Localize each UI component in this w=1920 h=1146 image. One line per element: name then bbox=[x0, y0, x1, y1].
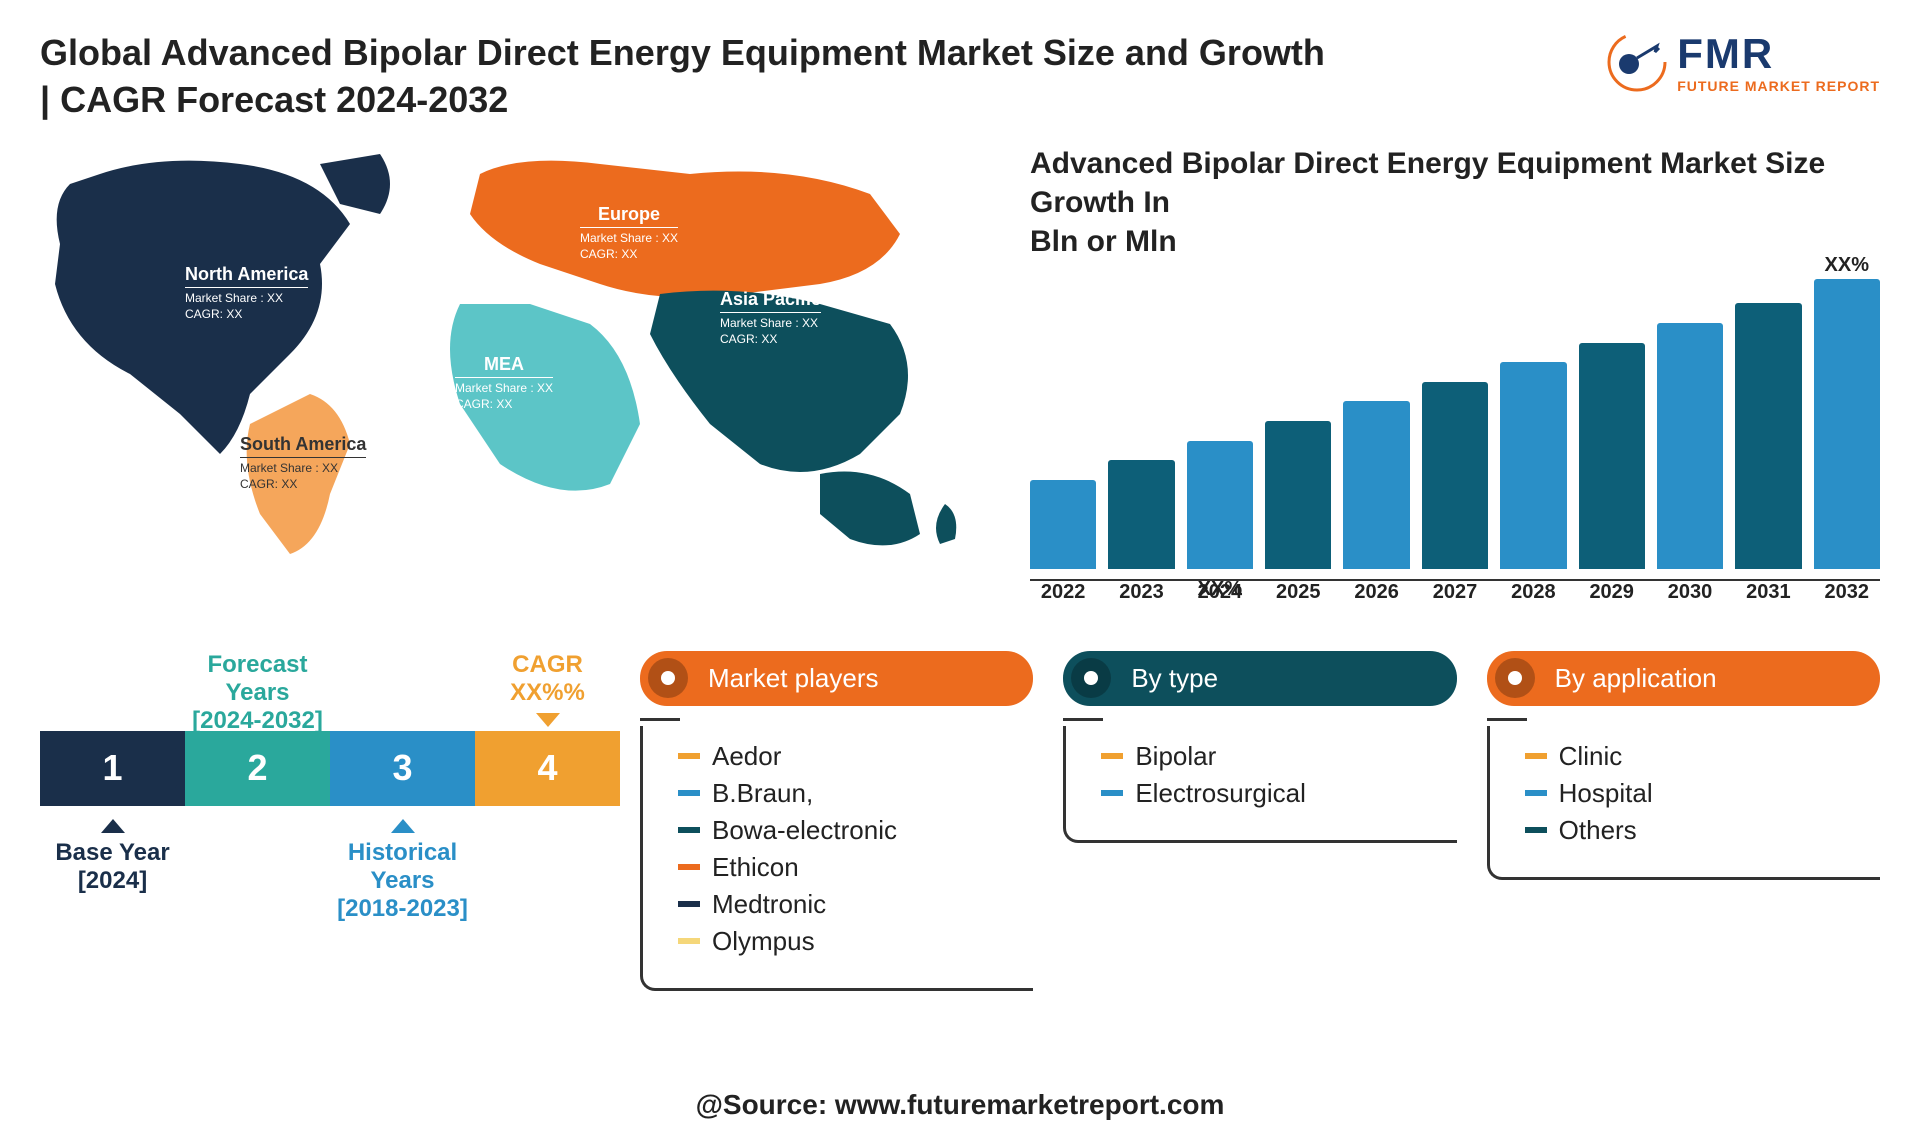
header: Global Advanced Bipolar Direct Energy Eq… bbox=[40, 30, 1880, 124]
bar-chart-section: Advanced Bipolar Direct Energy Equipment… bbox=[1030, 144, 1880, 581]
bar-2025: 2025 bbox=[1265, 421, 1331, 568]
region-mea: MEA Market Share : XXCAGR: XX bbox=[455, 354, 553, 414]
card-by-application: By application Clinic Hospital Others bbox=[1487, 651, 1880, 991]
page-title: Global Advanced Bipolar Direct Energy Eq… bbox=[40, 30, 1325, 124]
list-item: Others bbox=[1525, 815, 1860, 846]
card-market-players: Market players Aedor B.Braun, Bowa-electro… bbox=[640, 651, 1033, 991]
pill-dot-icon bbox=[648, 658, 688, 698]
bar-2022: 2022 bbox=[1030, 480, 1096, 568]
fmr-logo: FMR FUTURE MARKET REPORT bbox=[1607, 30, 1880, 94]
logo-sub-text: FUTURE MARKET REPORT bbox=[1677, 78, 1880, 94]
list-item: B.Braun, bbox=[678, 778, 1013, 809]
region-south-america: South America Market Share : XXCAGR: XX bbox=[240, 434, 366, 494]
list-item: Electrosurgical bbox=[1101, 778, 1436, 809]
pill-dot-icon bbox=[1071, 658, 1111, 698]
region-asia-pacific: Asia Pacific Market Share : XXCAGR: XX bbox=[720, 289, 821, 349]
bar-2028: 2028 bbox=[1500, 362, 1566, 568]
list-item: Aedor bbox=[678, 741, 1013, 772]
world-map: North America Market Share : XXCAGR: XX S… bbox=[40, 144, 1000, 564]
list-item: Ethicon bbox=[678, 852, 1013, 883]
timeline-seg-3: 3 bbox=[330, 731, 475, 806]
source-text: @Source: www.futuremarketreport.com bbox=[696, 1089, 1225, 1121]
bar-2029: 2029 bbox=[1579, 343, 1645, 569]
card-pill: Market players bbox=[640, 651, 1033, 706]
timeline-seg-1: 1 bbox=[40, 731, 185, 806]
list-item: Clinic bbox=[1525, 741, 1860, 772]
bar-2023: 2023 bbox=[1108, 460, 1174, 568]
bar-2024: 2024XX% bbox=[1187, 441, 1253, 569]
bar-chart: 2022 2023 2024XX% 2025 2026 2027 2028 20… bbox=[1030, 281, 1880, 581]
timeline-seg-2: 2 bbox=[185, 731, 330, 806]
list-item: Bipolar bbox=[1101, 741, 1436, 772]
list-item: Olympus bbox=[678, 926, 1013, 957]
card-list: Clinic Hospital Others bbox=[1487, 726, 1880, 880]
region-north-america: North America Market Share : XXCAGR: XX bbox=[185, 264, 308, 324]
card-by-type: By type Bipolar Electrosurgical bbox=[1063, 651, 1456, 991]
card-pill: By application bbox=[1487, 651, 1880, 706]
pill-dot-icon bbox=[1495, 658, 1535, 698]
bar-2026: 2026 bbox=[1343, 401, 1409, 568]
bar-2030: 2030 bbox=[1657, 323, 1723, 569]
card-list: Bipolar Electrosurgical bbox=[1063, 726, 1456, 843]
timeline-bar: 1234 bbox=[40, 731, 620, 806]
list-item: Bowa-electronic bbox=[678, 815, 1013, 846]
logo-icon bbox=[1607, 32, 1667, 92]
timeline-label-0: Base Year[2024] bbox=[40, 819, 185, 895]
card-list: Aedor B.Braun, Bowa-electronic Ethicon Medtr… bbox=[640, 726, 1033, 991]
card-pill: By type bbox=[1063, 651, 1456, 706]
chart-title: Advanced Bipolar Direct Energy Equipment… bbox=[1030, 144, 1880, 261]
logo-main-text: FMR bbox=[1677, 30, 1880, 78]
bar-2027: 2027 bbox=[1422, 382, 1488, 569]
timeline-label-3: CAGRXX%% bbox=[475, 651, 620, 727]
region-europe: Europe Market Share : XXCAGR: XX bbox=[580, 204, 678, 264]
timeline-seg-4: 4 bbox=[475, 731, 620, 806]
list-item: Hospital bbox=[1525, 778, 1860, 809]
bar-2031: 2031 bbox=[1735, 303, 1801, 568]
list-item: Medtronic bbox=[678, 889, 1013, 920]
bar-2032: 2032XX% bbox=[1814, 279, 1880, 569]
timeline-label-2: Historical Years[2018-2023] bbox=[330, 819, 475, 923]
timeline-section: Forecast Years[2024-2032]CAGRXX%% 1234 B… bbox=[40, 651, 620, 991]
